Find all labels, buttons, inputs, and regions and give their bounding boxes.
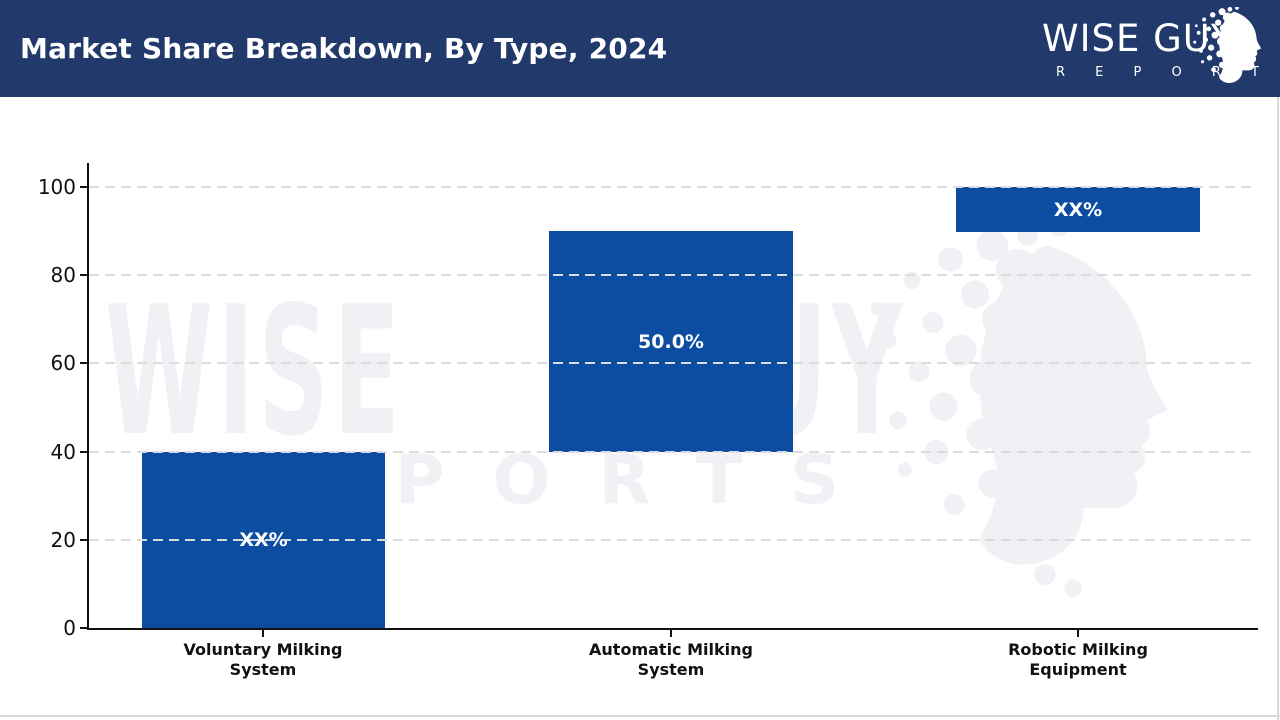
x-category-label: Voluntary Milking System: [183, 640, 343, 679]
logo-wordmark: WISE GUY: [1042, 17, 1235, 60]
y-tick: [80, 362, 87, 364]
y-tick: [80, 451, 87, 453]
x-tick: [262, 630, 264, 637]
chart-title: Market Share Breakdown, By Type, 2024: [20, 32, 668, 65]
bar-robotic-milking-equipment: XX%: [956, 187, 1200, 232]
gridline-100: [89, 186, 1253, 188]
gridline-20: [89, 539, 1253, 541]
y-tick-label: 80: [50, 263, 76, 287]
bar-value-label: XX%: [1053, 198, 1103, 221]
x-category-label: Robotic Milking Equipment: [1008, 640, 1148, 679]
y-tick: [80, 274, 87, 276]
gridline-80: [89, 274, 1253, 276]
y-tick: [80, 186, 87, 188]
right-edge-line: [1277, 97, 1279, 720]
y-tick-label: 0: [63, 616, 76, 640]
dotted-head-icon: [1193, 7, 1262, 83]
y-axis-line: [87, 163, 89, 630]
y-tick: [80, 539, 87, 541]
bar-value-label: 50.0%: [638, 330, 704, 353]
y-tick-label: 20: [50, 528, 76, 552]
gridline-40: [89, 451, 1253, 453]
y-tick-label: 60: [50, 351, 76, 375]
bottom-edge-line: [0, 715, 1280, 717]
header-bar: Market Share Breakdown, By Type, 2024 WI…: [0, 0, 1280, 97]
wise-guy-reports-logo: WISE GUY R E P O R T S: [1016, 5, 1280, 93]
y-tick-label: 100: [37, 175, 76, 199]
y-tick: [80, 627, 87, 629]
watermark-head-graphic: [863, 222, 1168, 598]
y-tick-label: 40: [50, 440, 76, 464]
gridline-60: [89, 362, 1253, 364]
bar-automatic-milking-system: 50.0%: [549, 231, 793, 452]
x-axis-line: [87, 628, 1258, 630]
x-tick: [1077, 630, 1079, 637]
x-category-label: Automatic Milking System: [589, 640, 753, 679]
x-tick: [670, 630, 672, 637]
